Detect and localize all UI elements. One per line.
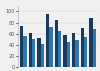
Bar bbox=[84, 37, 87, 67]
Bar bbox=[75, 40, 79, 67]
Bar bbox=[41, 44, 44, 67]
Bar bbox=[32, 39, 35, 67]
Bar bbox=[63, 35, 67, 67]
Bar bbox=[20, 26, 23, 67]
Bar bbox=[37, 38, 41, 67]
Bar bbox=[55, 20, 58, 67]
Bar bbox=[46, 14, 49, 67]
Bar bbox=[49, 27, 53, 67]
Bar bbox=[81, 28, 84, 67]
Bar bbox=[90, 18, 93, 67]
Bar bbox=[23, 36, 27, 67]
Bar bbox=[93, 29, 96, 67]
Bar bbox=[58, 31, 61, 67]
Bar bbox=[67, 42, 70, 67]
Bar bbox=[72, 33, 75, 67]
Bar bbox=[29, 33, 32, 67]
